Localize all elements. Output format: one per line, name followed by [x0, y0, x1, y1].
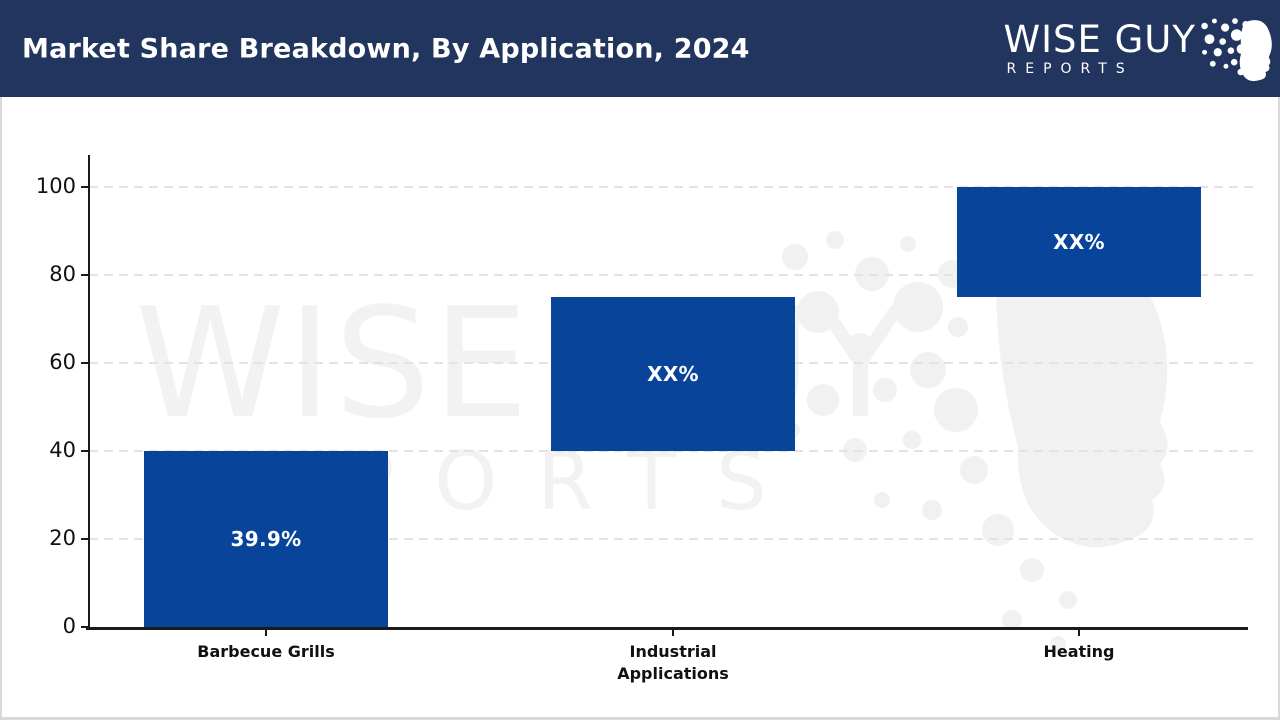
bar-heating: XX% — [957, 187, 1201, 297]
bar-industrial-applications: XX% — [551, 297, 795, 452]
logo-face-icon — [1201, 18, 1272, 82]
gridline-80 — [89, 274, 1255, 276]
logo-wordmark: WISE GUY — [1003, 18, 1196, 61]
x-tick-mark-barbecue-grills — [265, 627, 267, 636]
y-axis-line — [88, 155, 90, 629]
gridline-100 — [89, 186, 1255, 188]
chart-panel: WISE GUY REPORTS 0 20 40 60 80 100 39.9% Barbec… — [0, 97, 1280, 720]
x-axis-label-heating: Heating — [1043, 642, 1115, 661]
y-tick-mark-20 — [81, 538, 90, 540]
y-tick-label-100: 100 — [35, 174, 76, 198]
gridline-20 — [89, 538, 1255, 540]
y-tick-mark-100 — [81, 186, 90, 188]
x-axis-line — [86, 627, 1248, 630]
watermark-face-icon — [772, 231, 1168, 652]
x-axis-label-industrial-applications: Industrial Applications — [617, 642, 729, 683]
x-axis-label-barbecue-grills: Barbecue Grills — [197, 642, 335, 661]
bar-value-label-heating: XX% — [1053, 230, 1105, 254]
x-tick-mark-heating — [1078, 627, 1080, 636]
logo-text: WISE GUY REPORTS — [1004, 21, 1196, 77]
y-tick-label-40: 40 — [49, 438, 76, 462]
bar-value-label-barbecue-grills: 39.9% — [230, 527, 302, 552]
y-tick-label-20: 20 — [49, 526, 76, 550]
y-tick-label-0: 0 — [62, 614, 76, 638]
y-tick-mark-80 — [81, 274, 90, 276]
y-tick-mark-40 — [81, 450, 90, 452]
y-tick-mark-60 — [81, 362, 90, 364]
chart-area: 0 20 40 60 80 100 39.9% Barbecue Grills XX% Indus… — [2, 97, 1278, 717]
y-tick-label-60: 60 — [49, 350, 76, 374]
y-tick-label-80: 80 — [49, 262, 76, 286]
y-tick-mark-0 — [81, 626, 90, 628]
bar-value-label-industrial-applications: XX% — [647, 362, 699, 387]
page-title: Market Share Breakdown, By Application, … — [22, 33, 750, 64]
logo-subtitle: REPORTS — [1006, 61, 1134, 77]
bar-barbecue-grills: 39.9% — [144, 451, 388, 627]
header-bar: Market Share Breakdown, By Application, … — [0, 0, 1280, 97]
x-tick-mark-industrial-applications — [672, 627, 674, 636]
wise-guy-reports-logo: WISE GUY REPORTS — [1004, 4, 1272, 94]
